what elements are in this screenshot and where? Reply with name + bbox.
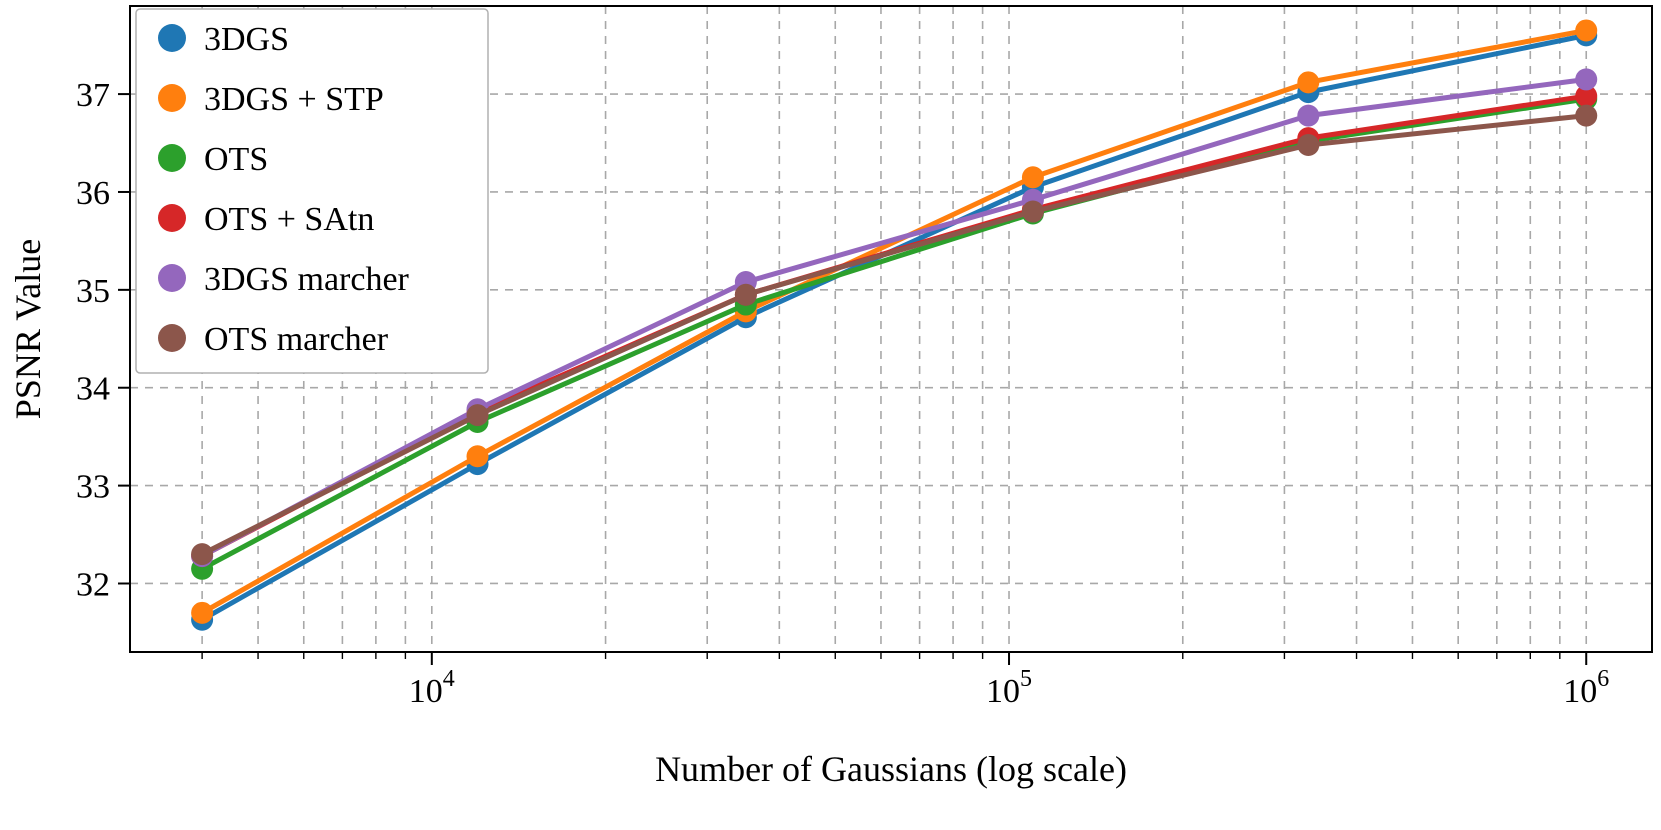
y-tick-label: 35 — [76, 273, 110, 310]
data-point-marker — [1575, 104, 1598, 127]
series-line — [199, 96, 1589, 572]
axis-ticks — [118, 93, 1588, 665]
data-point-marker — [466, 445, 489, 468]
legend-label: OTS + SAtn — [204, 201, 374, 238]
legend-box — [135, 8, 489, 374]
legend-label: 3DGS — [204, 21, 289, 58]
legend: 3DGS 3DGS + STP OTS OTS + SAtn 3DGS marcher O… — [135, 8, 489, 374]
legend-label: OTS — [204, 141, 268, 178]
legend-item: 3DGS + STP — [158, 81, 384, 118]
y-tick-label: 34 — [76, 371, 110, 408]
series-line — [199, 27, 1589, 616]
legend-marker — [158, 204, 186, 232]
data-point-marker — [1297, 104, 1320, 127]
data-point-marker — [466, 404, 489, 427]
data-point-marker — [1575, 85, 1598, 108]
data-point-marker — [1575, 19, 1598, 42]
y-axis-title: PSNR Value — [8, 238, 48, 420]
legend-marker — [158, 324, 186, 352]
x-tick-label: 105 — [986, 666, 1032, 710]
data-point-marker — [1575, 68, 1598, 91]
x-axis-title: Number of Gaussians (log scale) — [655, 749, 1127, 789]
y-tick-label: 32 — [76, 566, 110, 603]
x-tick-label: 106 — [1563, 666, 1609, 710]
legend-marker — [158, 264, 186, 292]
plot-frame — [129, 5, 1653, 653]
series-3dgs-stp — [191, 19, 1598, 624]
data-point-marker — [1297, 71, 1320, 94]
legend-item: OTS — [158, 141, 268, 178]
y-tick-label: 33 — [76, 469, 110, 506]
legend-item: 3DGS — [158, 21, 289, 58]
y-tick-label: 37 — [76, 77, 110, 114]
series-line — [199, 113, 1589, 557]
legend-marker — [158, 84, 186, 112]
legend-marker — [158, 144, 186, 172]
data-point-marker — [734, 283, 757, 306]
legend-item: OTS + SAtn — [158, 201, 374, 238]
data-point-marker — [191, 543, 214, 566]
legend-item: 3DGS marcher — [158, 261, 410, 298]
legend-marker — [158, 24, 186, 52]
legend-label: OTS marcher — [204, 321, 389, 358]
data-point-marker — [1021, 166, 1044, 189]
legend-label: 3DGS + STP — [204, 81, 384, 118]
x-tick-label: 104 — [409, 666, 455, 710]
series-line — [199, 76, 1589, 559]
y-tick-label: 36 — [76, 175, 110, 212]
series-ots-marcher — [191, 104, 1598, 566]
data-point-marker — [191, 601, 214, 624]
data-point-marker — [1021, 200, 1044, 223]
data-point-marker — [1297, 133, 1320, 156]
legend-label: 3DGS marcher — [204, 261, 410, 298]
legend-item: OTS marcher — [158, 321, 389, 358]
